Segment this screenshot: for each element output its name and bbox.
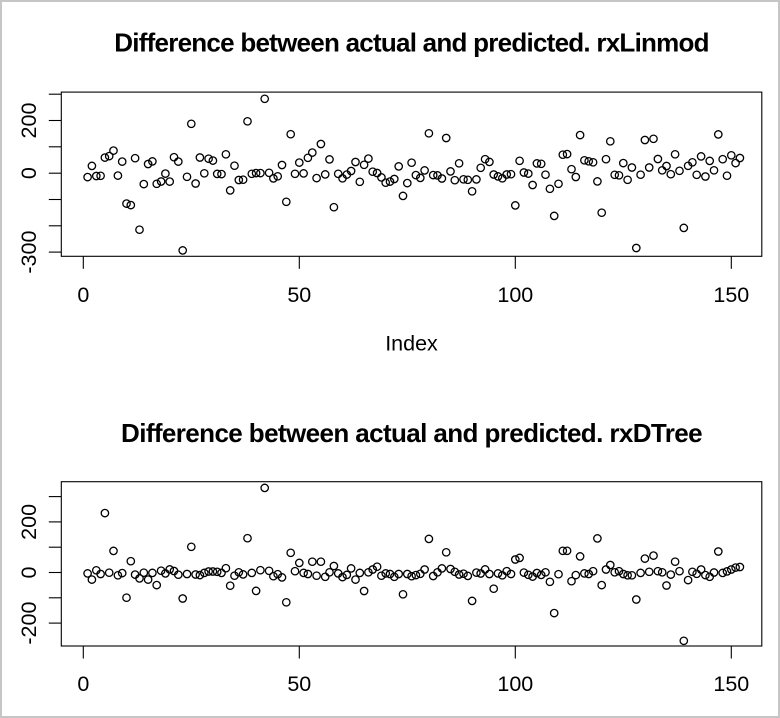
svg-text:200: 200 (17, 103, 41, 139)
svg-text:-200: -200 (17, 602, 41, 645)
svg-text:0: 0 (17, 167, 41, 179)
svg-text:50: 50 (287, 672, 311, 696)
svg-text:0: 0 (77, 283, 89, 307)
svg-text:150: 150 (713, 283, 749, 307)
svg-text:0: 0 (77, 672, 89, 696)
svg-text:150: 150 (713, 672, 749, 696)
svg-text:Index: Index (385, 332, 438, 356)
svg-text:-300: -300 (17, 231, 41, 274)
svg-text:200: 200 (17, 504, 41, 540)
svg-text:Difference between actual and: Difference between actual and predicted.… (114, 28, 709, 58)
svg-text:0: 0 (17, 566, 41, 578)
svg-text:100: 100 (497, 672, 533, 696)
svg-text:100: 100 (497, 283, 533, 307)
svg-text:50: 50 (287, 283, 311, 307)
svg-text:Difference between actual and: Difference between actual and predicted.… (121, 418, 702, 448)
